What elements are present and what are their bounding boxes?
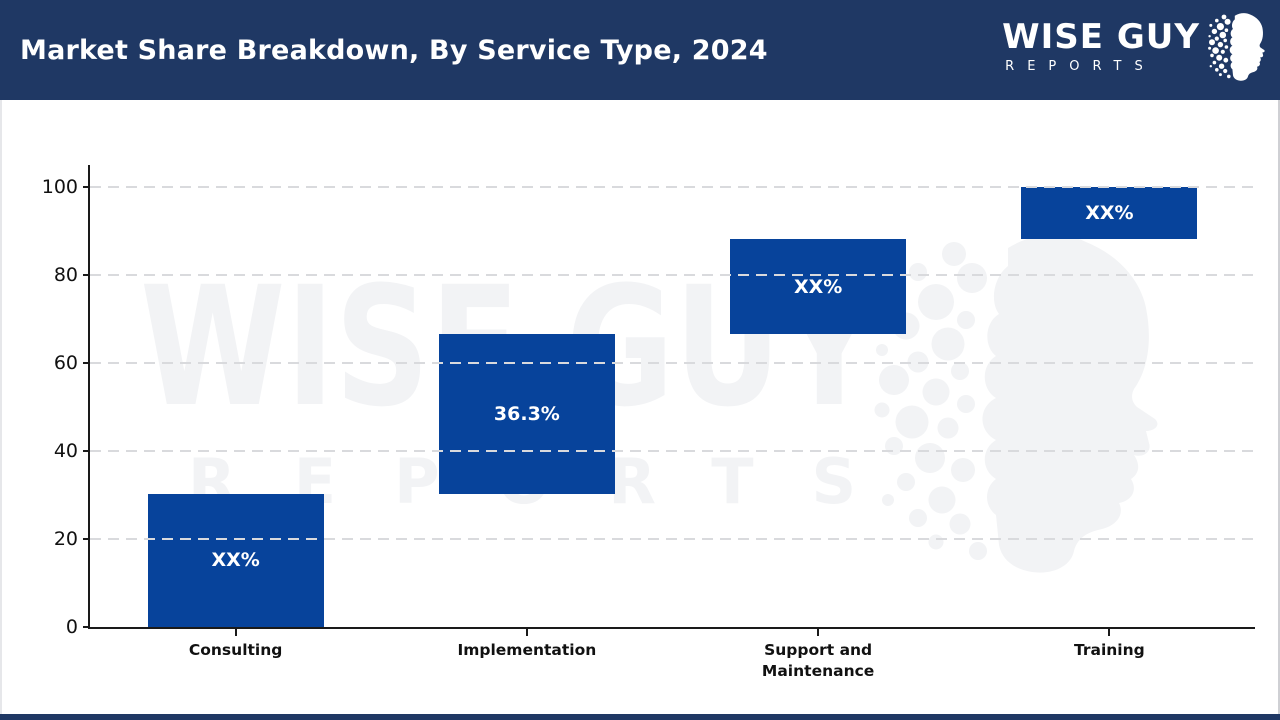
y-tick-40 xyxy=(83,450,90,452)
bar-training xyxy=(1021,187,1198,240)
gridline-100 xyxy=(90,186,1255,188)
y-tick-label-100: 100 xyxy=(41,176,78,198)
watermark-face-icon xyxy=(874,234,1158,573)
chart-area: WISE GUY REPORTS XX%36.3%XX%XX%020406080… xyxy=(0,100,1280,714)
x-tick-support-and-maintenance xyxy=(817,629,820,636)
wise-guy-logo: WISE GUY REPORTS xyxy=(1002,12,1266,82)
logo-wordmark: WISE GUY xyxy=(1002,17,1200,58)
y-tick-80 xyxy=(83,274,90,276)
x-tick-training xyxy=(1108,629,1111,636)
y-tick-label-0: 0 xyxy=(65,616,78,638)
y-tick-label-40: 40 xyxy=(53,440,78,462)
y-tick-label-80: 80 xyxy=(53,264,78,286)
logo-subtitle: REPORTS xyxy=(1005,58,1156,74)
bar-implementation xyxy=(438,333,615,494)
x-tick-implementation xyxy=(525,629,528,636)
bar-value-label-training: XX% xyxy=(1085,202,1134,225)
gridline-60 xyxy=(90,362,1255,364)
bar-value-label-consulting: XX% xyxy=(211,549,260,572)
x-tick-label-training: Training xyxy=(1073,641,1145,659)
bar-value-label-implementation: 36.3% xyxy=(493,402,560,425)
gridline-20 xyxy=(90,538,1255,540)
footer-bar xyxy=(0,714,1280,720)
y-tick-label-60: 60 xyxy=(53,352,78,374)
y-tick-100 xyxy=(83,186,90,188)
gridline-80 xyxy=(90,274,1255,276)
bar-value-label-support-and-maintenance: XX% xyxy=(793,275,843,298)
header-bar: Market Share Breakdown, By Service Type,… xyxy=(0,0,1280,100)
x-tick-label-support-and-maintenance: Support and Maintenance xyxy=(761,641,875,680)
y-axis-line xyxy=(88,165,90,629)
logo-face-icon xyxy=(1208,13,1265,81)
x-axis-line xyxy=(88,627,1255,629)
y-tick-0 xyxy=(83,626,90,628)
y-tick-60 xyxy=(83,362,90,364)
y-tick-label-20: 20 xyxy=(53,528,78,550)
bar-consulting xyxy=(147,493,324,627)
x-tick-label-implementation: Implementation xyxy=(457,641,597,659)
x-tick-label-consulting: Consulting xyxy=(188,641,283,659)
x-tick-consulting xyxy=(234,629,237,636)
bar-support-and-maintenance xyxy=(730,239,907,334)
page-title: Market Share Breakdown, By Service Type,… xyxy=(20,34,768,66)
logo-wordmark-block: WISE GUY REPORTS xyxy=(1002,17,1200,74)
y-tick-20 xyxy=(83,538,90,540)
gridline-40 xyxy=(90,450,1255,452)
